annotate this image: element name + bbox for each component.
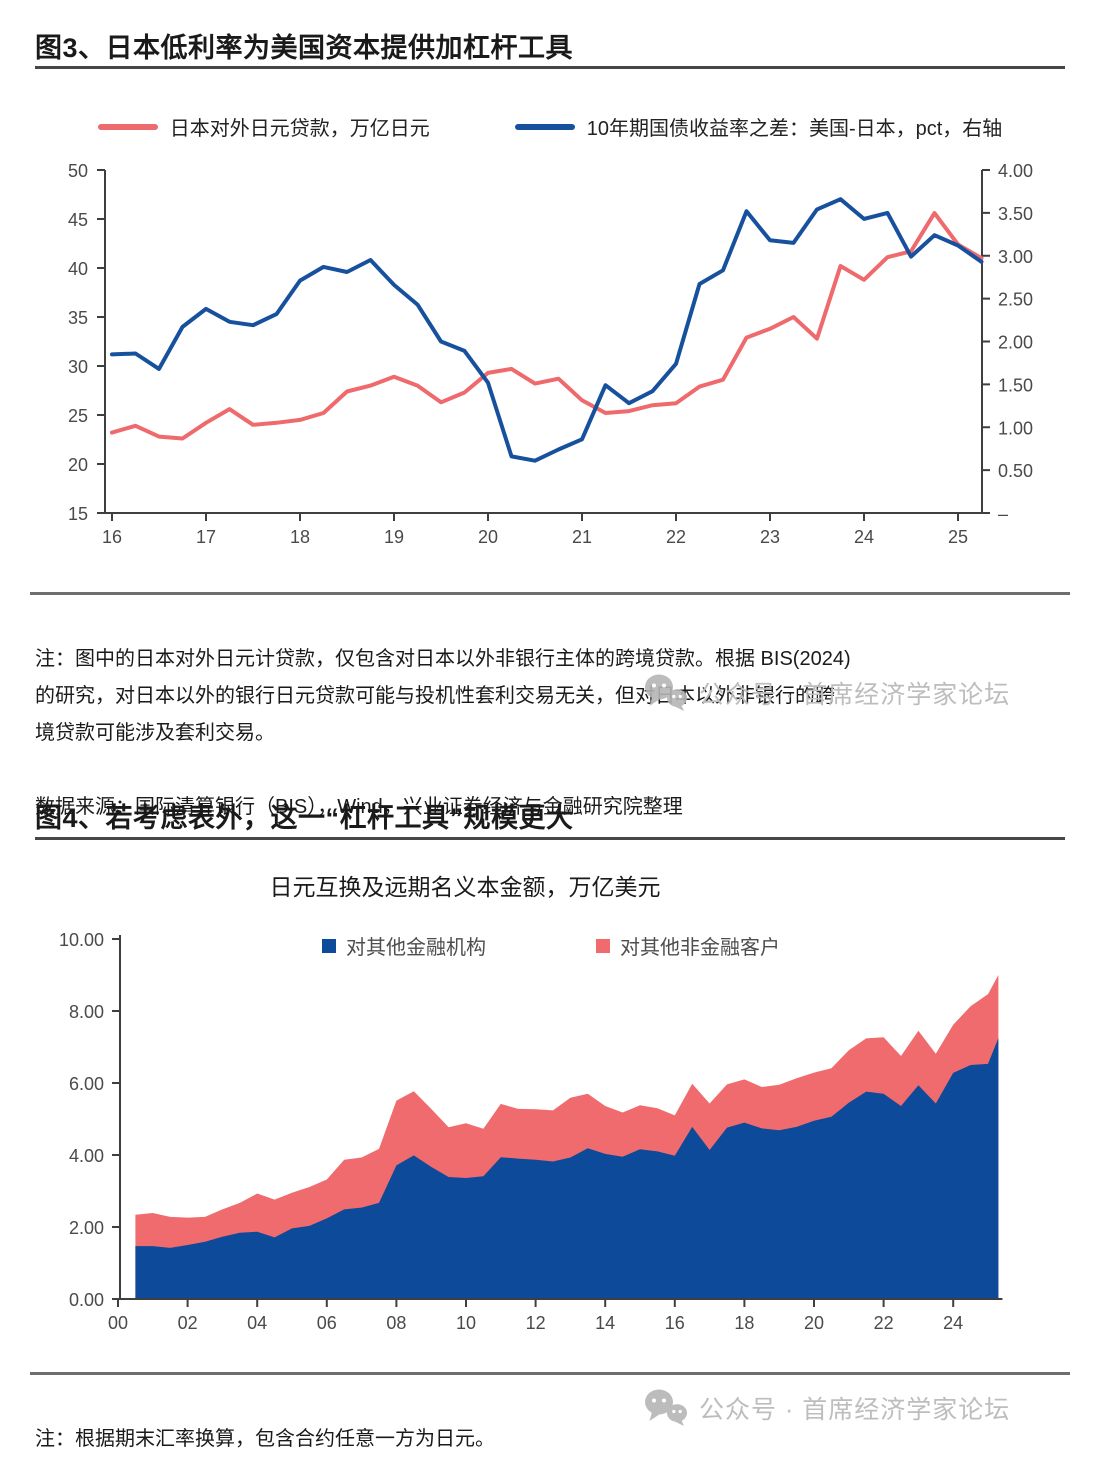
svg-text:8.00: 8.00: [69, 1002, 104, 1022]
svg-text:6.00: 6.00: [69, 1074, 104, 1094]
svg-text:20: 20: [804, 1313, 824, 1333]
svg-text:30: 30: [68, 357, 88, 377]
svg-text:3.00: 3.00: [998, 247, 1033, 267]
legend-item-yen-loans: 日本对外日元贷款，万亿日元: [97, 112, 430, 141]
svg-text:16: 16: [665, 1313, 685, 1333]
svg-text:25: 25: [68, 406, 88, 426]
svg-text:40: 40: [68, 259, 88, 279]
legend-item-financial: 对其他金融机构: [322, 931, 486, 960]
figure4-note-text: 注：根据期末汇率换算，包含合约任意一方为日元。: [35, 1428, 495, 1450]
blue-box-swatch: [322, 938, 336, 953]
watermark-text: 公众号 · 首席经济学家论坛: [699, 1396, 1011, 1424]
svg-text:21: 21: [572, 527, 592, 547]
svg-text:24: 24: [943, 1313, 963, 1333]
figure3-title: 图3、日本低利率为美国资本提供加杠杆工具: [35, 33, 574, 63]
legend-label-yen-loans: 日本对外日元贷款，万亿日元: [169, 118, 430, 140]
svg-text:14: 14: [595, 1313, 615, 1333]
figure3-legend: 日本对外日元贷款，万亿日元 10年期国债收益率之差：美国-日本，pct，右轴: [0, 112, 1100, 141]
svg-text:1.00: 1.00: [998, 418, 1033, 438]
svg-text:17: 17: [196, 527, 216, 547]
svg-text:23: 23: [760, 527, 780, 547]
svg-text:16: 16: [102, 527, 122, 547]
watermark-text: 公众号 · 首席经济学家论坛: [699, 681, 1011, 709]
figure4-title-rule: [35, 837, 1065, 840]
wechat-watermark-icon: [645, 674, 687, 711]
svg-text:0.50: 0.50: [998, 461, 1033, 481]
figure3-title-rule: [35, 66, 1065, 69]
svg-text:45: 45: [68, 210, 88, 230]
legend-label-yield-spread: 10年期国债收益率之差：美国-日本，pct，右轴: [586, 118, 1003, 140]
figure4-note: 注：根据期末汇率换算，包含合约任意一方为日元。 数据来源：国际清算银行（BIS）…: [35, 1384, 1075, 1482]
figure3-note: 注：图中的日本对外日元计贷款，仅包含对日本以外非银行主体的跨境贷款。根据 BIS…: [35, 604, 1075, 863]
svg-text:19: 19: [384, 527, 404, 547]
svg-text:06: 06: [317, 1313, 337, 1333]
figure3-note-text: 注：图中的日本对外日元计贷款，仅包含对日本以外非银行主体的跨境贷款。根据 BIS…: [35, 648, 851, 744]
svg-text:18: 18: [290, 527, 310, 547]
legend-item-yield-spread: 10年期国债收益率之差：美国-日本，pct，右轴: [514, 112, 1003, 141]
svg-text:22: 22: [874, 1313, 894, 1333]
svg-text:00: 00: [108, 1313, 128, 1333]
svg-text:20: 20: [478, 527, 498, 547]
legend-label-nonfinancial: 对其他非金融客户: [620, 937, 780, 959]
svg-text:4.00: 4.00: [69, 1146, 104, 1166]
svg-text:35: 35: [68, 308, 88, 328]
legend-item-nonfinancial: 对其他非金融客户: [596, 931, 780, 960]
svg-text:25: 25: [948, 527, 968, 547]
svg-text:20: 20: [68, 455, 88, 475]
red-line-swatch: [97, 123, 158, 130]
svg-text:22: 22: [666, 527, 686, 547]
figure4-area-chart: 0.00 2.00 4.00 6.00 8.00 10.00 00 02 04 06 08 10 12 1…: [59, 930, 1003, 1333]
figure4-note-rule: [30, 1372, 1070, 1375]
figure4-chart-title: 日元互换及远期名义本金额，万亿美元: [269, 874, 661, 900]
svg-text:–: –: [998, 504, 1008, 524]
watermark-1: 公众号 · 首席经济学家论坛: [643, 672, 1010, 714]
svg-text:2.00: 2.00: [69, 1218, 104, 1238]
svg-text:04: 04: [247, 1313, 267, 1333]
watermark-2: 公众号 · 首席经济学家论坛: [643, 1387, 1010, 1429]
figure4-chart: 0.00 2.00 4.00 6.00 8.00 10.00 00 02 04 06 08 10 12 1…: [30, 925, 1050, 1370]
legend-label-financial: 对其他金融机构: [346, 937, 486, 959]
svg-text:10: 10: [456, 1313, 476, 1333]
svg-text:15: 15: [68, 504, 88, 524]
svg-text:50: 50: [68, 161, 88, 181]
figure3-line-chart: 15 20 25 30 35 40 45 50 – 0.50 1.00 1.50 2.00 2.50 3.0…: [68, 161, 1033, 547]
svg-text:12: 12: [526, 1313, 546, 1333]
wechat-watermark-icon: [645, 1389, 687, 1426]
figure3-source: 数据来源：国际清算银行（BIS），Wind，兴业证券经济与金融研究院整理: [35, 796, 683, 818]
figure3-chart: 15 20 25 30 35 40 45 50 – 0.50 1.00 1.50 2.00 2.50 3.0…: [30, 158, 1050, 558]
svg-text:2.00: 2.00: [998, 333, 1033, 353]
figure4-title: 图4、若考虑表外，这一“杠杆工具”规模更大: [35, 803, 574, 833]
svg-text:02: 02: [178, 1313, 198, 1333]
figure3-note-rule: [30, 592, 1070, 595]
svg-text:18: 18: [734, 1313, 754, 1333]
svg-text:24: 24: [854, 527, 874, 547]
red-box-swatch: [596, 938, 610, 953]
svg-text:4.00: 4.00: [998, 161, 1033, 181]
svg-text:2.50: 2.50: [998, 290, 1033, 310]
svg-text:0.00: 0.00: [69, 1290, 104, 1310]
svg-text:1.50: 1.50: [998, 375, 1033, 395]
svg-text:3.50: 3.50: [998, 204, 1033, 224]
svg-text:08: 08: [386, 1313, 406, 1333]
blue-line-swatch: [514, 123, 575, 130]
svg-text:10.00: 10.00: [59, 930, 104, 950]
